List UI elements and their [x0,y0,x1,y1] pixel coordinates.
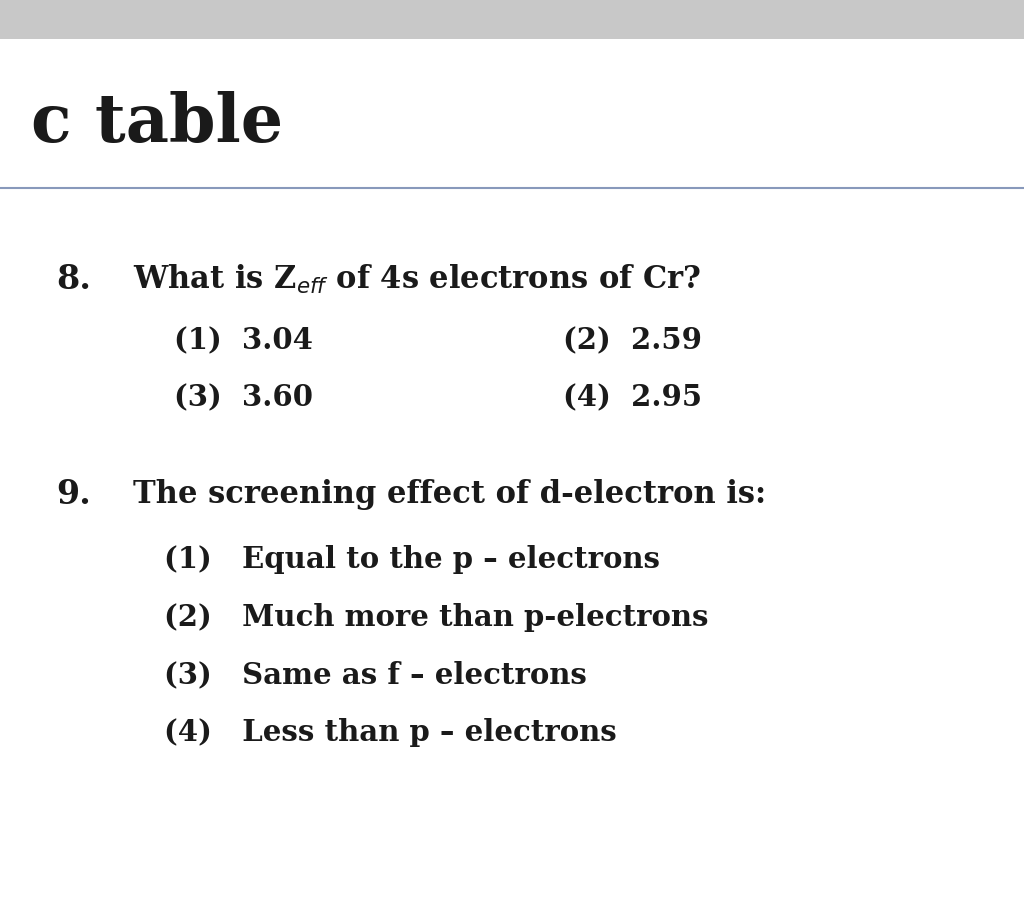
Text: (3)   Same as f – electrons: (3) Same as f – electrons [164,661,587,690]
Text: 8.: 8. [56,263,91,296]
Text: (1)  3.04: (1) 3.04 [174,327,313,356]
FancyBboxPatch shape [0,0,1024,39]
Text: (4)  2.95: (4) 2.95 [563,383,702,413]
Text: (2)  2.59: (2) 2.59 [563,327,702,356]
Text: What is Z$_{eff}$ of 4s electrons of Cr?: What is Z$_{eff}$ of 4s electrons of Cr? [133,263,701,296]
Text: (3)  3.60: (3) 3.60 [174,383,313,413]
Text: (2)   Much more than p-electrons: (2) Much more than p-electrons [164,603,709,632]
Text: (1)   Equal to the p – electrons: (1) Equal to the p – electrons [164,545,659,575]
Text: (4)   Less than p – electrons: (4) Less than p – electrons [164,718,616,748]
Text: The screening effect of d-electron is:: The screening effect of d-electron is: [133,479,766,510]
Text: c table: c table [31,91,283,156]
Text: 9.: 9. [56,478,91,511]
